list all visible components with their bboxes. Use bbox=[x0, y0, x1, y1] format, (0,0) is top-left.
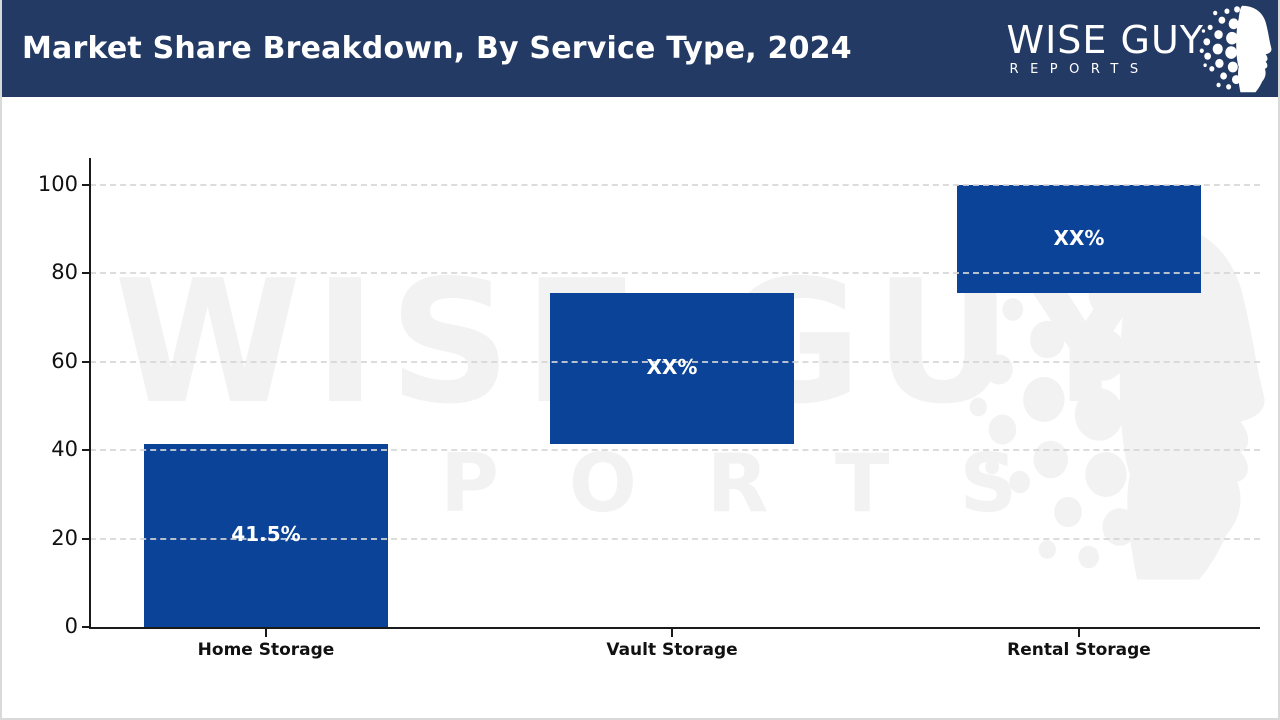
y-tick-mark bbox=[82, 360, 90, 363]
logo-wordmark: WISE GUY bbox=[1006, 18, 1204, 62]
x-tick-label-2: Vault Storage bbox=[606, 640, 738, 660]
x-tick-mark bbox=[265, 629, 267, 637]
y-tick-label: 80 bbox=[51, 260, 78, 285]
bar-vault-storage bbox=[550, 293, 794, 444]
bar-value-label: XX% bbox=[646, 355, 698, 380]
y-tick-label: 0 bbox=[64, 614, 78, 638]
y-tick-mark bbox=[82, 537, 90, 540]
x-tick-mark bbox=[1078, 629, 1080, 637]
y-tick-label: 100 bbox=[37, 172, 78, 196]
y-tick-mark bbox=[82, 272, 90, 275]
brand-logo: WISE GUY REPORTS bbox=[1007, 0, 1274, 97]
page-title: Market Share Breakdown, By Service Type,… bbox=[22, 31, 852, 66]
bar-home-storage bbox=[144, 443, 388, 627]
bar-value-label: 41.5% bbox=[231, 522, 301, 547]
gridline-20 bbox=[90, 537, 1260, 540]
header-bar: Market Share Breakdown, By Service Type,… bbox=[2, 0, 1278, 97]
y-tick-label: 40 bbox=[51, 437, 78, 462]
logo-text: WISE GUY REPORTS bbox=[1007, 21, 1204, 76]
logo-reports-text: REPORTS bbox=[1009, 62, 1150, 77]
bar-rental-storage bbox=[957, 185, 1201, 294]
x-tick-mark bbox=[671, 629, 673, 637]
gridline-40 bbox=[90, 449, 1260, 452]
y-tick-mark bbox=[82, 184, 90, 186]
y-tick-label: 20 bbox=[51, 525, 78, 550]
y-axis bbox=[89, 158, 91, 629]
y-tick-mark bbox=[82, 626, 90, 628]
x-axis bbox=[89, 627, 1260, 629]
gridline-80 bbox=[90, 272, 1260, 275]
x-tick-label-3: Rental Storage bbox=[1007, 640, 1151, 660]
x-tick-label-1: Home Storage bbox=[197, 640, 335, 660]
y-tick-label: 60 bbox=[51, 348, 78, 373]
y-tick-mark bbox=[82, 449, 90, 452]
gridline-60 bbox=[90, 360, 1260, 363]
bar-value-label: XX% bbox=[1053, 226, 1105, 251]
gridline-100 bbox=[90, 184, 1260, 186]
